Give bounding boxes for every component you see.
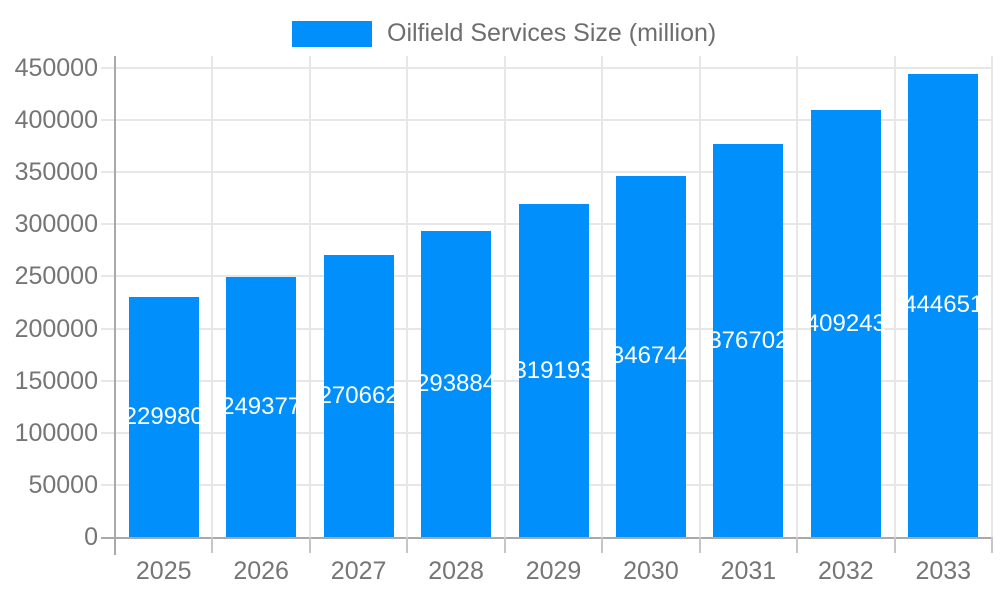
bar-value-label: 270662	[318, 381, 399, 409]
x-axis-tick	[698, 537, 701, 553]
x-gridline	[796, 56, 799, 537]
bar-value-label: 346744	[610, 342, 691, 370]
legend-swatch	[292, 20, 372, 47]
bar-value-label: 249377	[221, 393, 302, 421]
x-axis-tick	[211, 537, 214, 553]
y-axis-tick-label: 0	[84, 523, 98, 551]
x-axis-tick	[601, 537, 604, 553]
bar-value-label: 409243	[805, 309, 886, 337]
x-axis-tick-label: 2030	[623, 557, 679, 585]
y-axis-tick-label: 400000	[14, 106, 98, 135]
x-axis-tick	[893, 537, 896, 553]
x-axis-tick-label: 2032	[818, 557, 874, 585]
y-axis-line	[114, 56, 116, 555]
bar-2031[interactable]	[713, 144, 784, 537]
bar-2025[interactable]	[128, 297, 199, 537]
x-gridline	[698, 56, 701, 537]
bar-value-label: 376702	[708, 326, 789, 354]
x-axis-tick	[503, 537, 506, 553]
y-axis-tick-label: 200000	[14, 314, 98, 343]
x-gridline	[406, 56, 409, 537]
x-axis-tick	[308, 537, 311, 553]
bar-2028[interactable]	[421, 230, 492, 537]
bar-2030[interactable]	[615, 175, 686, 537]
x-gridline	[503, 56, 506, 537]
bar-value-label: 444651	[903, 291, 984, 319]
y-axis-tick-label: 350000	[14, 158, 98, 187]
bar-value-label: 229980	[123, 403, 204, 431]
x-axis-line	[101, 537, 992, 539]
y-axis-tick-label: 150000	[14, 366, 98, 395]
x-axis-tick	[991, 537, 993, 553]
legend-label: Oilfield Services Size (million)	[387, 19, 717, 47]
y-gridline	[101, 119, 992, 122]
bar-2033[interactable]	[908, 73, 979, 537]
bar-value-label: 319193	[513, 356, 594, 384]
x-axis-tick-label: 2027	[330, 557, 387, 585]
y-axis-tick-label: 100000	[14, 418, 98, 447]
x-axis-tick	[796, 537, 799, 553]
x-gridline	[991, 56, 993, 537]
y-axis-tick-label: 50000	[28, 470, 98, 499]
x-gridline	[211, 56, 214, 537]
y-axis-tick-label: 450000	[14, 54, 98, 82]
bar-2029[interactable]	[518, 204, 589, 537]
y-axis-tick-label: 300000	[14, 210, 98, 239]
y-gridline	[101, 67, 992, 69]
y-axis-tick-label: 250000	[14, 262, 98, 291]
bar-value-label: 293884	[416, 369, 497, 397]
x-axis-tick	[406, 537, 409, 553]
x-axis-tick-label: 2031	[720, 557, 777, 585]
y-gridline	[101, 171, 992, 174]
x-axis-tick-label: 2026	[233, 557, 289, 585]
bar-2032[interactable]	[810, 110, 881, 537]
x-gridline	[893, 56, 896, 537]
x-axis-tick-label: 2033	[915, 557, 972, 585]
x-gridline	[601, 56, 604, 537]
bar-2027[interactable]	[323, 254, 394, 537]
legend-item[interactable]: Oilfield Services Size (million)	[292, 19, 716, 48]
x-gridline	[308, 56, 311, 537]
x-axis-tick-label: 2029	[525, 557, 582, 585]
bar-2026[interactable]	[226, 277, 297, 537]
x-axis-tick-label: 2028	[428, 557, 484, 585]
x-axis-tick-label: 2025	[135, 557, 192, 585]
